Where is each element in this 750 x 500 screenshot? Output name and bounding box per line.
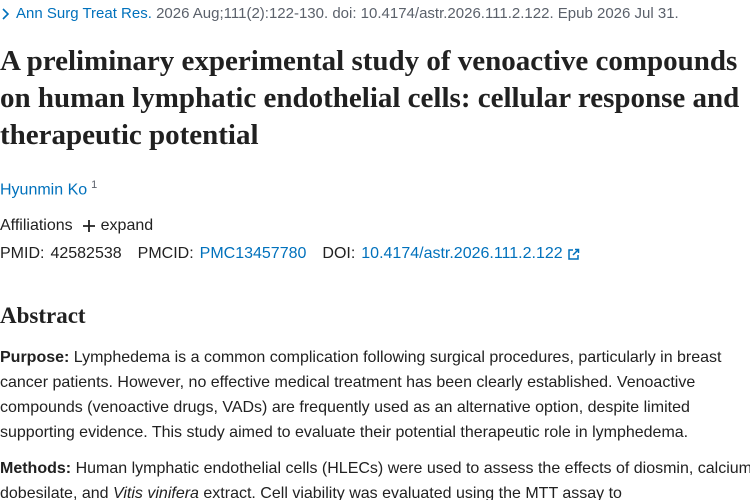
section-label: Purpose:: [0, 349, 70, 366]
authors: Hyunmin Ko 1: [0, 179, 97, 199]
plus-icon: [82, 220, 95, 232]
external-link-icon[interactable]: [567, 248, 580, 261]
expand-toggle[interactable]: expand: [82, 217, 154, 235]
affiliations: Affiliations expand: [0, 217, 153, 235]
identifier-label: PMID:: [0, 245, 45, 262]
abstract: Purpose: Lymphedema is a common complica…: [0, 345, 750, 500]
section-label: Methods:: [0, 460, 72, 477]
section-text: extract. Cell viability was evaluated us…: [198, 485, 622, 500]
identifier: PMID: 42582538: [0, 245, 122, 263]
identifier-value[interactable]: PMC13457780: [199, 245, 307, 262]
identifier-label: PMCID:: [137, 245, 194, 262]
abstract-section: Purpose: Lymphedema is a common complica…: [0, 345, 750, 445]
identifiers: PMID: 42582538 PMCID: PMC13457780 DOI: 10.417…: [0, 245, 596, 263]
author-link[interactable]: Hyunmin Ko: [0, 181, 88, 199]
abstract-section: Methods: Human lymphatic endothelial cel…: [0, 456, 750, 500]
chevron-icon[interactable]: [0, 7, 12, 21]
citation-details: 2026 Aug;111(2):122-130. doi: 10.4174/as…: [156, 5, 679, 22]
affiliations-label: Affiliations: [0, 217, 73, 234]
species-name: Vitis vinifera: [112, 485, 199, 500]
identifier: PMCID: PMC13457780: [138, 245, 307, 263]
journal-link[interactable]: Ann Surg Treat Res.: [16, 5, 152, 22]
expand-label[interactable]: expand: [100, 217, 154, 234]
identifier: DOI: 10.4174/astr.2026.111.2.122: [322, 245, 579, 263]
affiliation-ref: 1: [91, 179, 98, 191]
article-title: A preliminary experimental study of veno…: [0, 45, 740, 151]
identifier-label: DOI:: [322, 245, 356, 262]
abstract-heading: Abstract: [0, 303, 86, 328]
section-text: Human lymphatic endothelial cells (HLECs…: [0, 460, 750, 500]
identifier-value[interactable]: 10.4174/astr.2026.111.2.122: [361, 245, 563, 262]
section-text: Lymphedema is a common complication foll…: [0, 349, 722, 441]
citation: Ann Surg Treat Res. 2026 Aug;111(2):122-…: [0, 5, 679, 22]
identifier-value: 42582538: [50, 245, 122, 262]
